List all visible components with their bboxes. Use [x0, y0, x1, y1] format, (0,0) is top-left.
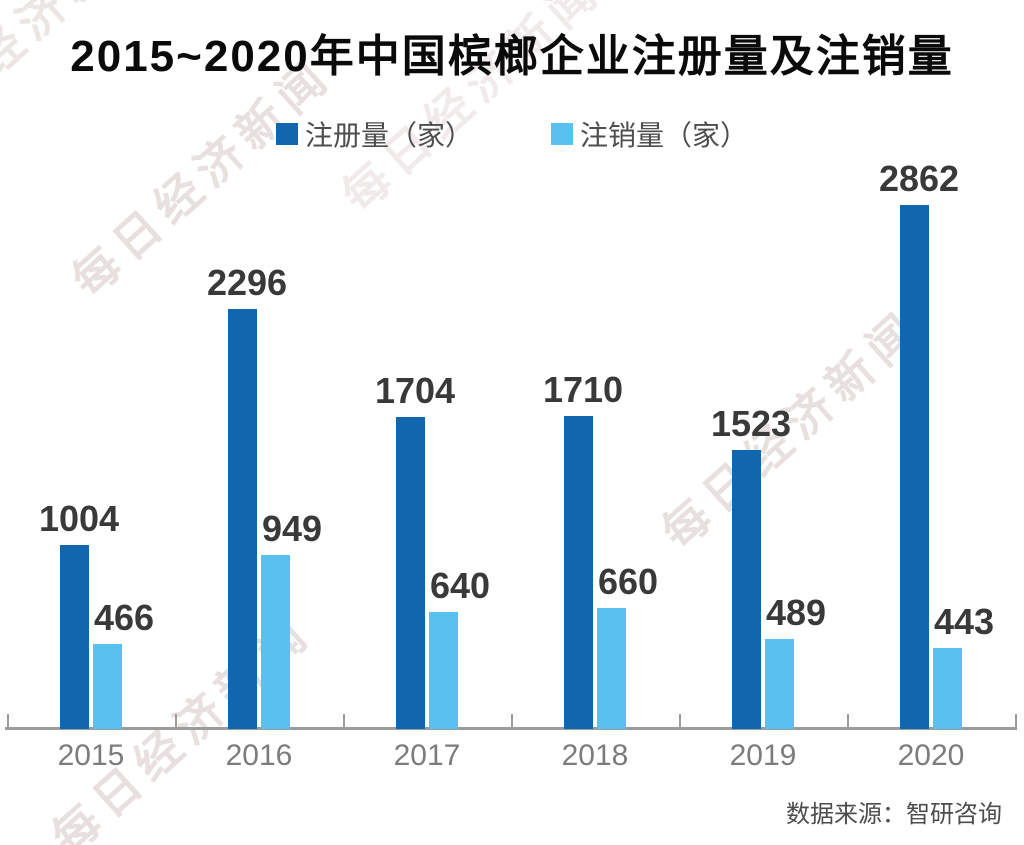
registration-bar — [396, 417, 425, 729]
deregistration-value-label: 443 — [933, 601, 995, 642]
x-axis-tick — [679, 714, 681, 730]
x-axis-label: 2016 — [225, 739, 293, 772]
deregistration-bar — [765, 639, 794, 729]
legend-swatch-registrations-icon — [275, 123, 298, 145]
x-axis-tick — [175, 714, 177, 730]
x-axis-tick — [847, 714, 849, 730]
x-axis-label: 2017 — [393, 739, 461, 772]
legend: 注册量（家） 注销量（家） — [0, 114, 1024, 154]
deregistration-value-label: 660 — [597, 561, 659, 602]
registration-bar — [732, 450, 761, 729]
legend-label-deregistrations: 注销量（家） — [580, 120, 749, 151]
x-axis-tick — [343, 714, 345, 730]
x-axis-tick — [7, 714, 9, 730]
deregistration-bar — [597, 608, 626, 729]
registration-value-label: 1704 — [374, 370, 456, 411]
legend-item-registrations: 注册量（家） — [275, 114, 473, 154]
x-axis-label: 2018 — [561, 739, 629, 772]
legend-label-registrations: 注册量（家） — [304, 120, 473, 151]
registration-bar — [228, 309, 257, 729]
chart-title: 2015~2020年中国槟榔企业注册量及注销量 — [70, 32, 954, 81]
x-axis-line — [5, 727, 1016, 730]
data-source: 数据来源：智研咨询 — [786, 801, 1002, 828]
legend-swatch-deregistrations-icon — [551, 123, 573, 145]
deregistration-bar — [429, 612, 458, 729]
deregistration-value-label: 949 — [261, 508, 323, 549]
registration-value-label: 2296 — [206, 262, 288, 303]
legend-item-deregistrations: 注销量（家） — [551, 114, 748, 154]
registration-bar — [900, 205, 929, 729]
registration-value-label: 1523 — [710, 403, 792, 444]
x-axis-label: 2015 — [57, 739, 125, 772]
x-axis-tick — [1015, 714, 1017, 730]
deregistration-value-label: 489 — [765, 592, 827, 633]
deregistration-value-label: 640 — [429, 565, 491, 606]
x-axis-tick — [511, 714, 513, 730]
deregistration-bar — [93, 644, 122, 729]
registration-value-label: 1710 — [542, 369, 624, 410]
x-axis-label: 2020 — [897, 739, 965, 772]
deregistration-value-label: 466 — [93, 597, 155, 638]
deregistration-bar — [933, 648, 962, 729]
registration-value-label: 1004 — [38, 498, 120, 539]
registration-bar — [564, 416, 593, 729]
deregistration-bar — [261, 555, 290, 729]
registration-value-label: 2862 — [878, 158, 960, 199]
x-axis-label: 2019 — [729, 739, 797, 772]
registration-bar — [60, 545, 89, 729]
